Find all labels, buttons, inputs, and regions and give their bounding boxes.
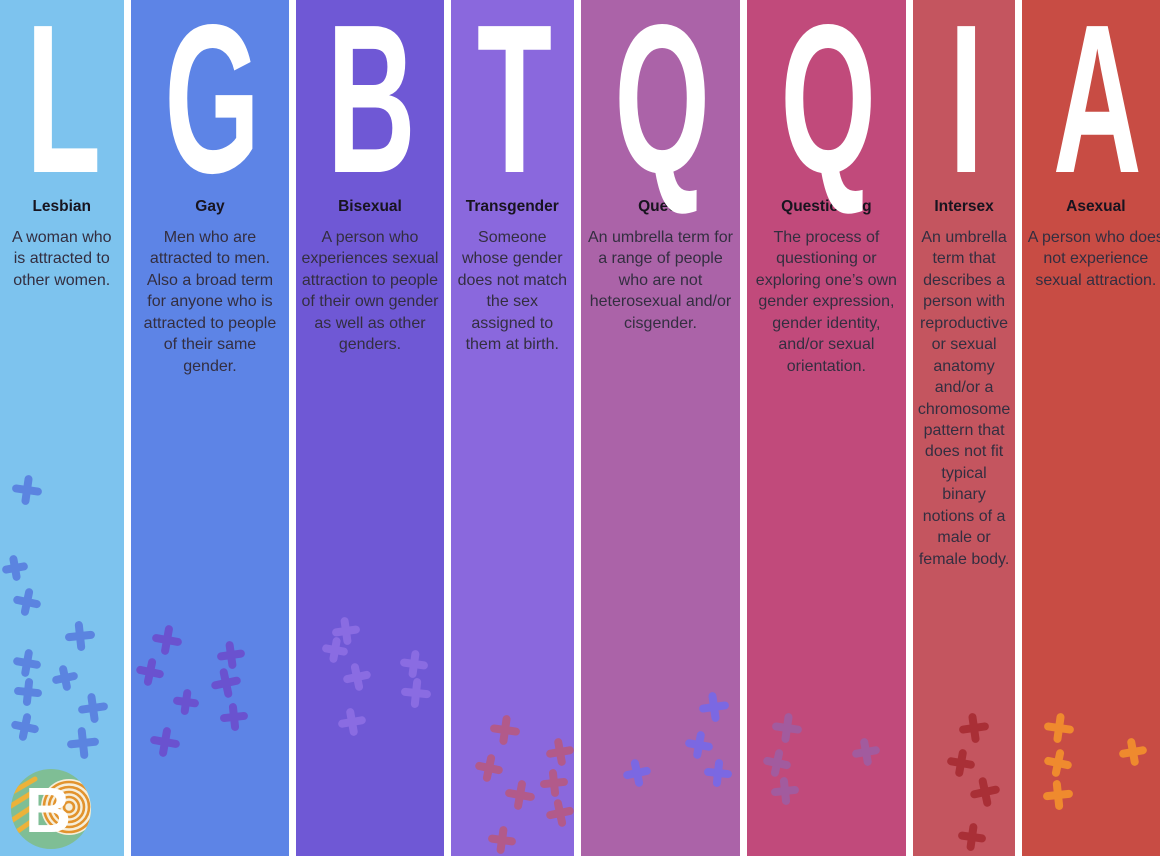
plus-icon xyxy=(544,736,576,768)
column-letter-glyph: Q xyxy=(614,0,710,217)
plus-icon xyxy=(65,725,100,760)
plus-icon xyxy=(502,778,537,813)
plus-icon xyxy=(945,747,977,779)
term-label: Bisexual xyxy=(338,198,402,215)
plus-icon xyxy=(539,768,570,799)
plus-icon xyxy=(331,615,363,647)
brand-logo: B xyxy=(9,767,93,851)
column-letter: G xyxy=(131,0,290,205)
column-letter-glyph: G xyxy=(163,0,260,217)
column-letter: L xyxy=(0,0,124,205)
column-letter: Q xyxy=(581,0,740,205)
column-bisexual: B Bisexual A person who experiences sexual… xyxy=(296,0,444,856)
column-letter-glyph: B xyxy=(327,0,416,217)
column-transgender: T Transgender Someone whose gender does no… xyxy=(450,0,577,856)
plus-icon xyxy=(620,756,653,789)
term-label: Lesbian xyxy=(32,198,92,215)
column-intersex: I Intersex An umbrella term that describes… xyxy=(912,0,1016,856)
column-letter-glyph: I xyxy=(948,0,983,217)
plus-icon xyxy=(11,647,43,679)
plus-icon xyxy=(10,473,44,507)
plus-icon xyxy=(150,623,185,658)
term-label: Gay xyxy=(195,198,225,215)
column-lesbian: L Lesbian A woman who is attracted to othe… xyxy=(0,0,124,856)
column-asexual: A Asexual A person who does not experience… xyxy=(1022,0,1160,856)
plus-icon xyxy=(0,553,30,583)
plus-icon xyxy=(487,824,519,856)
plus-icon xyxy=(770,776,801,807)
plus-icon xyxy=(761,746,794,779)
term-label: Transgender xyxy=(465,198,559,215)
plus-icon xyxy=(770,711,804,745)
column-queer: Q Queer An umbrella term for a range of pe… xyxy=(581,0,740,856)
plus-icon xyxy=(698,690,732,724)
term-definition: A woman who is attracted to other women. xyxy=(11,229,112,289)
column-letter: B xyxy=(296,0,443,205)
plus-icon xyxy=(702,758,733,789)
plus-icon xyxy=(50,663,81,694)
column-gay: G Gay Men who are attracted to men. Also a… xyxy=(130,0,290,856)
plus-icon xyxy=(11,585,44,618)
plus-icon xyxy=(208,665,244,701)
term-definition: Men who are attracted to men. Also a bro… xyxy=(143,229,277,375)
plus-icon xyxy=(1041,746,1074,779)
plus-icon xyxy=(13,677,44,708)
column-letter: Q xyxy=(747,0,906,205)
plus-icon xyxy=(336,706,368,738)
column-letter-glyph: L xyxy=(25,0,101,217)
plus-icon xyxy=(148,725,183,760)
term-definition: A person who does not experience sexual … xyxy=(1027,229,1160,289)
term-definition: Someone whose gender does not match the … xyxy=(457,229,567,354)
plus-icon xyxy=(76,691,110,725)
term-definition: An umbrella term for a range of people w… xyxy=(588,229,733,332)
column-letter: I xyxy=(913,0,1015,205)
plus-icon xyxy=(850,736,882,768)
plus-icon xyxy=(171,687,200,716)
plus-icon xyxy=(967,774,1003,810)
plus-icon xyxy=(215,639,247,671)
plus-icon xyxy=(544,796,577,829)
plus-icon xyxy=(957,711,991,745)
column-letter-glyph: Q xyxy=(780,0,876,217)
column-letter-glyph: T xyxy=(476,0,551,217)
plus-icon xyxy=(488,713,522,747)
term-definition: An umbrella term that describes a person… xyxy=(917,229,1011,568)
column-letter: A xyxy=(1022,0,1160,205)
plus-icon xyxy=(1116,736,1148,768)
column-letter-glyph: A xyxy=(1053,0,1142,217)
plus-icon xyxy=(472,751,505,784)
term-label: Questioning xyxy=(781,198,872,215)
plus-icon xyxy=(956,821,988,853)
term-definition: A person who experiences sexual attracti… xyxy=(301,229,439,354)
plus-icon xyxy=(218,702,249,733)
term-label: Intersex xyxy=(934,198,994,215)
column-letter: T xyxy=(451,0,575,205)
plus-icon xyxy=(682,729,714,761)
plus-icon xyxy=(64,620,97,653)
plus-icon xyxy=(320,635,350,665)
plus-icon xyxy=(1042,711,1076,745)
plus-icon xyxy=(8,710,41,743)
brand-logo-b: B xyxy=(25,774,71,846)
plus-icon xyxy=(340,660,373,693)
term-label: Asexual xyxy=(1066,198,1126,215)
plus-icon xyxy=(133,655,166,688)
plus-icon xyxy=(398,648,430,680)
column-questioning: Q Questioning The process of questioning o… xyxy=(746,0,906,856)
term-label: Queer xyxy=(638,198,683,215)
term-definition: The process of questioning or exploring … xyxy=(755,229,897,375)
plus-icon xyxy=(1041,779,1074,812)
plus-icon xyxy=(399,677,432,710)
